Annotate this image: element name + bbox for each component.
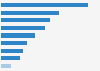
Bar bbox=[1, 18, 50, 22]
Bar bbox=[1, 26, 45, 30]
Bar bbox=[1, 49, 23, 53]
Bar bbox=[1, 41, 27, 45]
Bar bbox=[1, 11, 58, 15]
Bar bbox=[1, 33, 34, 38]
Bar bbox=[1, 64, 11, 68]
Bar bbox=[1, 56, 20, 60]
Bar bbox=[1, 3, 88, 7]
